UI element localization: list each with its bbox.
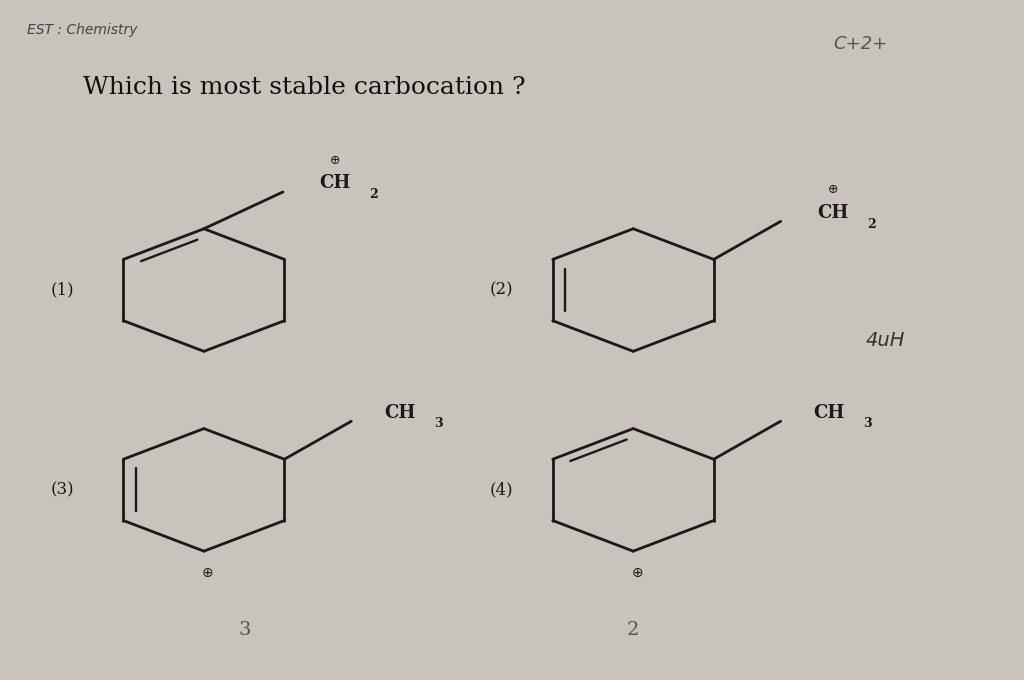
Text: (2): (2) <box>490 282 514 299</box>
Text: ⊕: ⊕ <box>202 566 214 579</box>
Text: 2: 2 <box>370 188 378 201</box>
Text: 2: 2 <box>627 621 639 639</box>
Text: 4uH: 4uH <box>866 330 905 350</box>
Text: EST : Chemistry: EST : Chemistry <box>28 22 137 37</box>
Text: (4): (4) <box>490 481 514 498</box>
Text: ⊕: ⊕ <box>330 154 341 167</box>
Text: C+2+: C+2+ <box>834 35 888 52</box>
Text: Which is most stable carbocation ?: Which is most stable carbocation ? <box>83 75 525 99</box>
Text: CH: CH <box>319 174 351 192</box>
Text: CH: CH <box>817 204 849 222</box>
Text: (3): (3) <box>51 481 75 498</box>
Text: (1): (1) <box>51 282 75 299</box>
Text: 3: 3 <box>434 418 442 430</box>
Text: ⊕: ⊕ <box>632 566 643 579</box>
Text: ⊕: ⊕ <box>827 183 839 196</box>
Text: 3: 3 <box>863 418 871 430</box>
Text: 3: 3 <box>238 621 251 639</box>
Text: CH: CH <box>384 403 416 422</box>
Text: CH: CH <box>813 403 845 422</box>
Text: 2: 2 <box>867 218 876 231</box>
